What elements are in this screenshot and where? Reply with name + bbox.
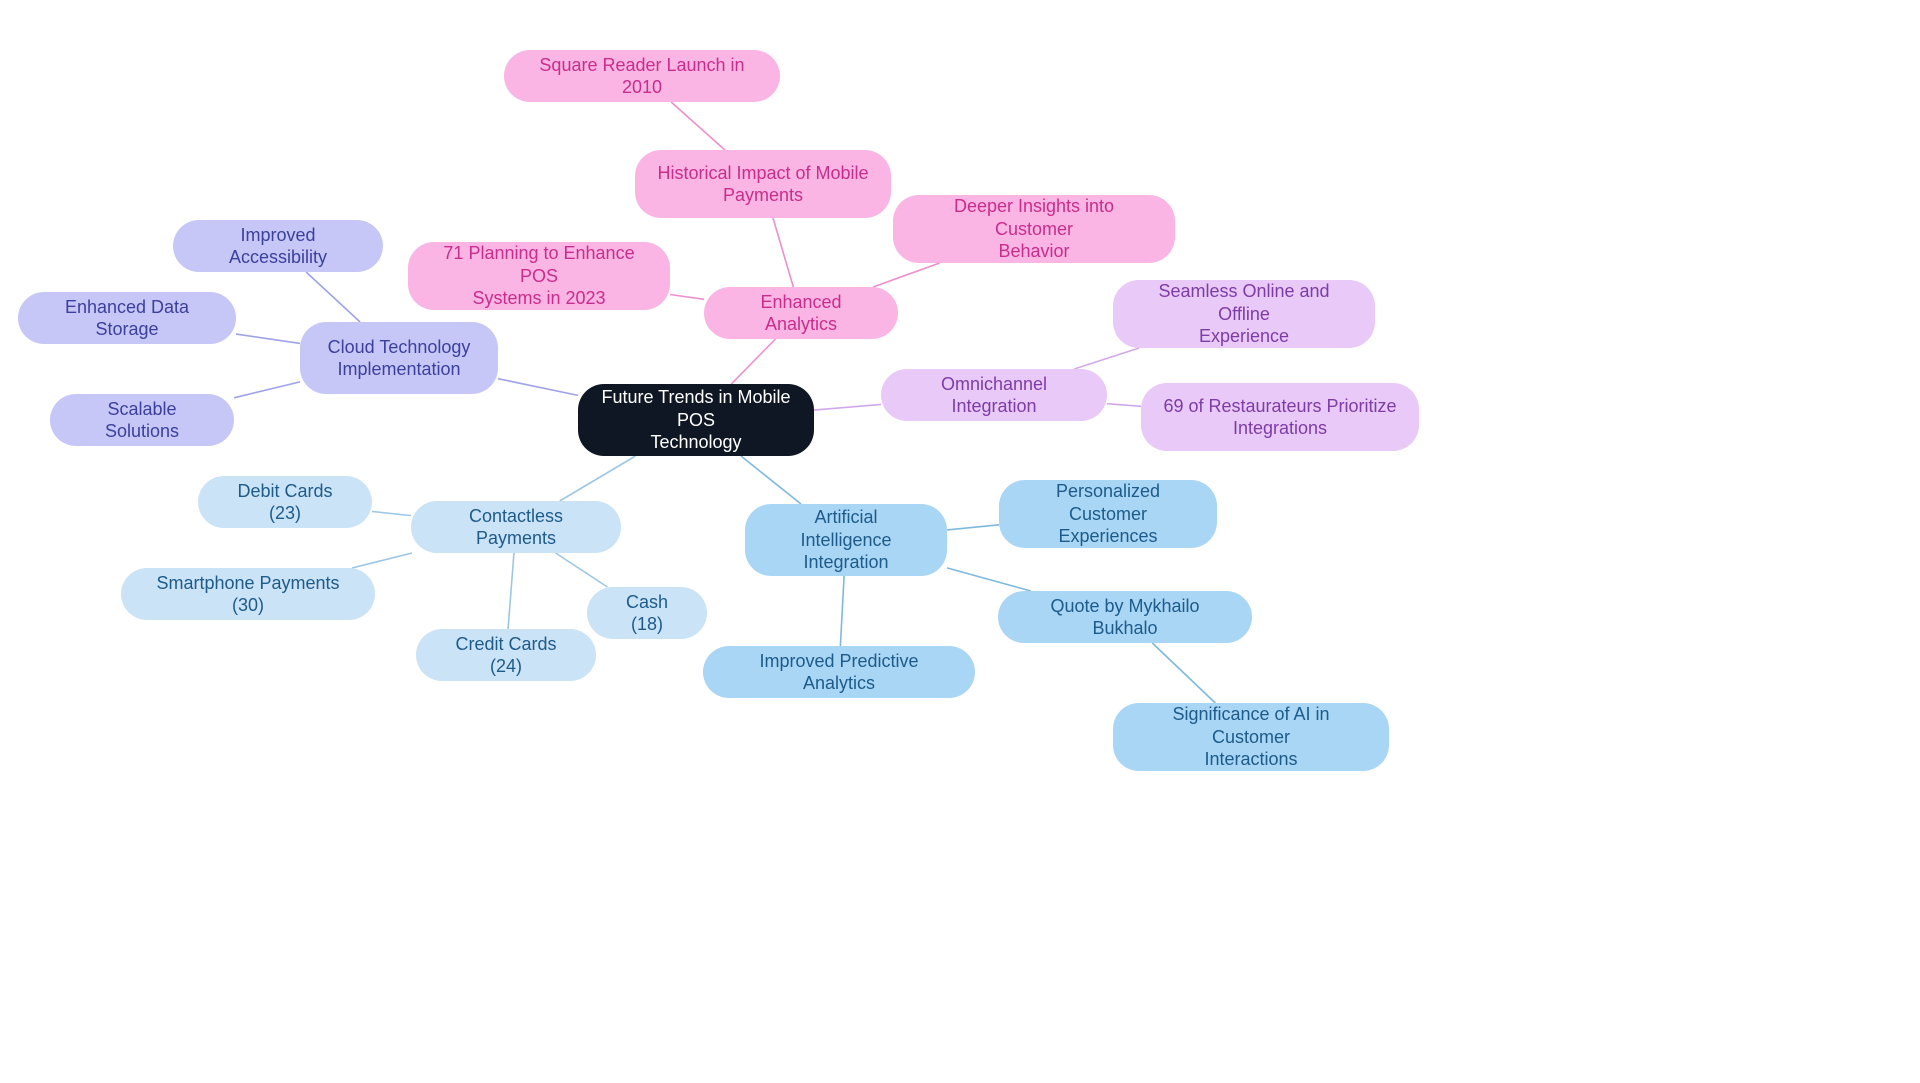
node-label: Scalable Solutions: [72, 398, 212, 443]
node-cp_credit: Credit Cards (24): [416, 629, 596, 681]
node-root: Future Trends in Mobile POSTechnology: [578, 384, 814, 456]
edge-cloud-cloud_acc: [306, 272, 360, 322]
edge-an_hist-an_square: [671, 102, 725, 150]
edge-root-analytics: [731, 339, 775, 384]
node-label: 69 of Restaurateurs PrioritizeIntegratio…: [1163, 395, 1396, 440]
node-label: Deeper Insights into CustomerBehavior: [915, 195, 1153, 263]
mindmap-canvas: Future Trends in Mobile POSTechnology Clo…: [0, 0, 1920, 1083]
edge-omni-omni_69: [1107, 404, 1141, 407]
node-cloud: Cloud TechnologyImplementation: [300, 322, 498, 394]
node-label: 71 Planning to Enhance POSSystems in 202…: [430, 242, 648, 310]
node-label: Significance of AI in CustomerInteractio…: [1135, 703, 1367, 771]
node-label: Artificial IntelligenceIntegration: [767, 506, 925, 574]
edges-layer: [0, 0, 1920, 1083]
node-an_hist: Historical Impact of MobilePayments: [635, 150, 891, 218]
node-omni_seam: Seamless Online and OfflineExperience: [1113, 280, 1375, 348]
node-an_square: Square Reader Launch in 2010: [504, 50, 780, 102]
node-cloud_storage: Enhanced Data Storage: [18, 292, 236, 344]
node-label: Credit Cards (24): [438, 633, 574, 678]
node-label: Debit Cards (23): [220, 480, 350, 525]
node-cp_cash: Cash (18): [587, 587, 707, 639]
node-label: Improved Accessibility: [195, 224, 361, 269]
node-ai_pred: Improved Predictive Analytics: [703, 646, 975, 698]
edge-contactless-cp_credit: [508, 553, 514, 629]
edge-analytics-an_71: [670, 295, 704, 300]
node-omni: Omnichannel Integration: [881, 369, 1107, 421]
edge-ai_quote-ai_sig: [1152, 643, 1215, 703]
node-cp_phone: Smartphone Payments (30): [121, 568, 375, 620]
node-ai: Artificial IntelligenceIntegration: [745, 504, 947, 576]
edge-root-contactless: [560, 456, 636, 501]
node-label: Square Reader Launch in 2010: [526, 54, 758, 99]
node-an_71: 71 Planning to Enhance POSSystems in 202…: [408, 242, 670, 310]
node-an_insights: Deeper Insights into CustomerBehavior: [893, 195, 1175, 263]
node-ai_quote: Quote by Mykhailo Bukhalo: [998, 591, 1252, 643]
node-label: Personalized CustomerExperiences: [1021, 480, 1195, 548]
node-ai_pers: Personalized CustomerExperiences: [999, 480, 1217, 548]
node-label: Future Trends in Mobile POSTechnology: [600, 386, 792, 454]
node-contactless: Contactless Payments: [411, 501, 621, 553]
edge-cloud-cloud_scale: [234, 382, 300, 398]
node-label: Contactless Payments: [433, 505, 599, 550]
node-label: Cash (18): [609, 591, 685, 636]
node-cp_debit: Debit Cards (23): [198, 476, 372, 528]
edge-analytics-an_insights: [873, 263, 940, 287]
node-cloud_acc: Improved Accessibility: [173, 220, 383, 272]
edge-root-omni: [814, 404, 881, 410]
node-label: Historical Impact of MobilePayments: [657, 162, 868, 207]
node-label: Omnichannel Integration: [903, 373, 1085, 418]
node-label: Smartphone Payments (30): [143, 572, 353, 617]
edge-analytics-an_hist: [773, 218, 793, 287]
node-cloud_scale: Scalable Solutions: [50, 394, 234, 446]
node-label: Seamless Online and OfflineExperience: [1135, 280, 1353, 348]
edge-root-cloud: [498, 379, 578, 396]
node-omni_69: 69 of Restaurateurs PrioritizeIntegratio…: [1141, 383, 1419, 451]
node-label: Quote by Mykhailo Bukhalo: [1020, 595, 1230, 640]
node-label: Cloud TechnologyImplementation: [328, 336, 471, 381]
node-ai_sig: Significance of AI in CustomerInteractio…: [1113, 703, 1389, 771]
node-analytics: Enhanced Analytics: [704, 287, 898, 339]
node-label: Improved Predictive Analytics: [725, 650, 953, 695]
edge-contactless-cp_debit: [372, 511, 411, 515]
edge-ai-ai_pers: [947, 525, 999, 530]
edge-cloud-cloud_storage: [236, 334, 300, 343]
node-label: Enhanced Analytics: [726, 291, 876, 336]
edge-omni-omni_seam: [1074, 348, 1139, 369]
edge-root-ai: [741, 456, 801, 504]
edge-ai-ai_pred: [840, 576, 844, 646]
node-label: Enhanced Data Storage: [40, 296, 214, 341]
edge-contactless-cp_cash: [556, 553, 608, 587]
edge-ai-ai_quote: [947, 568, 1031, 591]
edge-contactless-cp_phone: [352, 553, 412, 568]
